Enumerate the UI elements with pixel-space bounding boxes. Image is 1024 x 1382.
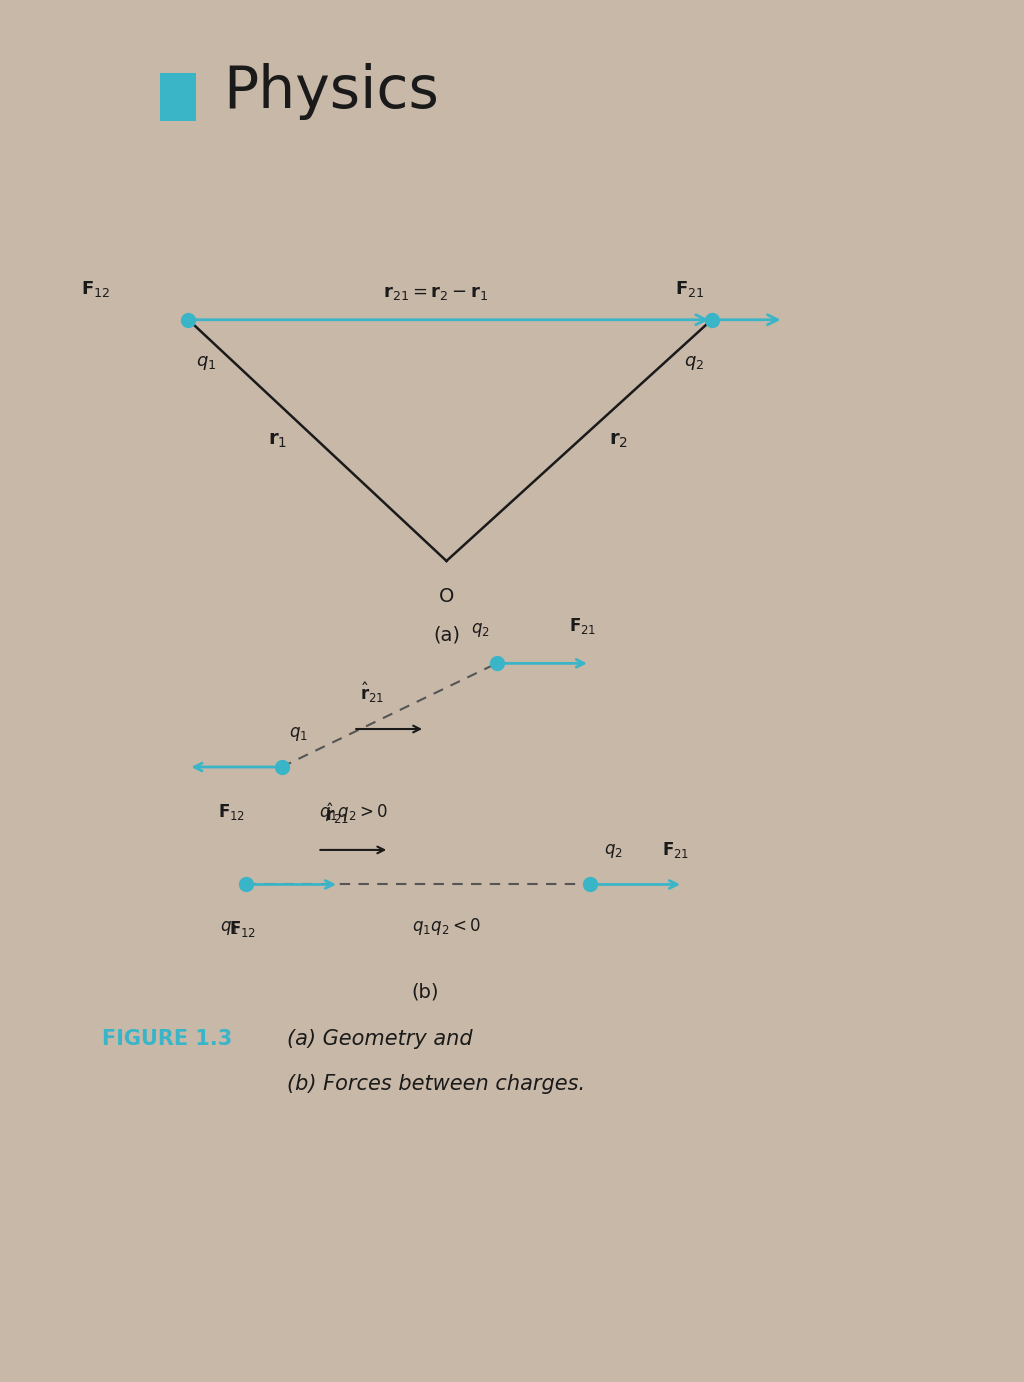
Text: $q_1$: $q_1$ — [220, 919, 239, 937]
Text: $\hat{\mathbf{r}}_{21}$: $\hat{\mathbf{r}}_{21}$ — [325, 802, 349, 825]
Text: $\hat{\mathbf{r}}_{21}$: $\hat{\mathbf{r}}_{21}$ — [360, 680, 385, 705]
Text: $\mathbf{F}_{21}$: $\mathbf{F}_{21}$ — [569, 616, 596, 636]
Text: $\mathbf{r}_{21} = \mathbf{r}_2 - \mathbf{r}_1$: $\mathbf{r}_{21} = \mathbf{r}_2 - \mathb… — [383, 285, 488, 303]
Text: $\mathbf{r}_1$: $\mathbf{r}_1$ — [268, 431, 288, 451]
Text: $q_2$: $q_2$ — [684, 354, 705, 372]
Text: $q_1 q_2 < 0$: $q_1 q_2 < 0$ — [412, 915, 481, 937]
Text: $q_2$: $q_2$ — [604, 842, 623, 860]
Text: (b) Forces between charges.: (b) Forces between charges. — [287, 1074, 585, 1095]
Text: $q_1$: $q_1$ — [196, 354, 216, 372]
Text: $\mathbf{F}_{12}$: $\mathbf{F}_{12}$ — [81, 279, 111, 299]
Bar — [160, 72, 197, 122]
Text: $\mathbf{F}_{21}$: $\mathbf{F}_{21}$ — [675, 279, 705, 299]
Text: (a) Geometry and: (a) Geometry and — [287, 1030, 472, 1049]
Text: $\mathbf{F}_{21}$: $\mathbf{F}_{21}$ — [663, 840, 689, 860]
Text: (a): (a) — [433, 625, 460, 644]
Text: $\mathbf{F}_{12}$: $\mathbf{F}_{12}$ — [218, 802, 245, 821]
Text: $q_1$: $q_1$ — [289, 724, 307, 744]
Text: $q_2$: $q_2$ — [471, 621, 489, 638]
Text: $\mathbf{r}_2$: $\mathbf{r}_2$ — [609, 431, 628, 451]
Text: $\mathbf{F}_{12}$: $\mathbf{F}_{12}$ — [228, 919, 256, 938]
Text: $q_1 q_2 > 0$: $q_1 q_2 > 0$ — [318, 802, 388, 822]
Text: O: O — [438, 587, 455, 605]
Text: FIGURE 1.3: FIGURE 1.3 — [102, 1030, 232, 1049]
Text: Physics: Physics — [223, 64, 439, 120]
Text: (b): (b) — [412, 983, 438, 1002]
